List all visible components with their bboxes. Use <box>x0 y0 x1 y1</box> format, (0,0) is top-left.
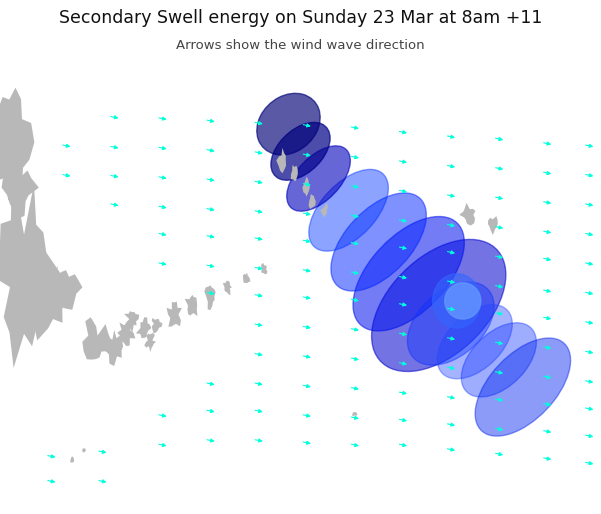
Polygon shape <box>204 285 216 310</box>
Polygon shape <box>276 148 286 173</box>
Polygon shape <box>261 263 267 274</box>
Ellipse shape <box>407 282 494 365</box>
Polygon shape <box>320 203 328 217</box>
Polygon shape <box>185 295 198 316</box>
Ellipse shape <box>353 216 465 331</box>
Ellipse shape <box>371 240 506 372</box>
Polygon shape <box>82 317 111 360</box>
Ellipse shape <box>445 283 481 319</box>
Text: Secondary Swell energy on Sunday 23 Mar at 8am +11: Secondary Swell energy on Sunday 23 Mar … <box>59 9 542 27</box>
Polygon shape <box>302 177 310 196</box>
Ellipse shape <box>331 193 426 291</box>
Polygon shape <box>243 273 251 283</box>
Polygon shape <box>151 318 162 334</box>
Polygon shape <box>2 160 39 219</box>
Ellipse shape <box>257 94 320 155</box>
Ellipse shape <box>462 323 536 397</box>
Text: Arrows show the wind wave direction: Arrows show the wind wave direction <box>176 39 425 52</box>
Polygon shape <box>223 281 232 296</box>
Polygon shape <box>70 456 74 463</box>
Polygon shape <box>488 216 498 235</box>
Polygon shape <box>136 317 151 338</box>
Polygon shape <box>124 311 139 333</box>
Polygon shape <box>82 448 86 452</box>
Polygon shape <box>34 266 64 340</box>
Polygon shape <box>0 88 34 200</box>
Ellipse shape <box>475 338 570 436</box>
Polygon shape <box>0 169 61 368</box>
Polygon shape <box>54 270 82 310</box>
Polygon shape <box>102 330 123 366</box>
Polygon shape <box>117 322 135 346</box>
Ellipse shape <box>287 146 350 211</box>
Polygon shape <box>459 203 475 226</box>
Polygon shape <box>352 412 358 417</box>
Polygon shape <box>308 194 316 209</box>
Ellipse shape <box>309 170 388 251</box>
Polygon shape <box>166 302 182 327</box>
Ellipse shape <box>271 122 330 180</box>
Ellipse shape <box>438 305 512 379</box>
Polygon shape <box>291 165 298 181</box>
Polygon shape <box>144 333 156 352</box>
Ellipse shape <box>433 274 481 328</box>
